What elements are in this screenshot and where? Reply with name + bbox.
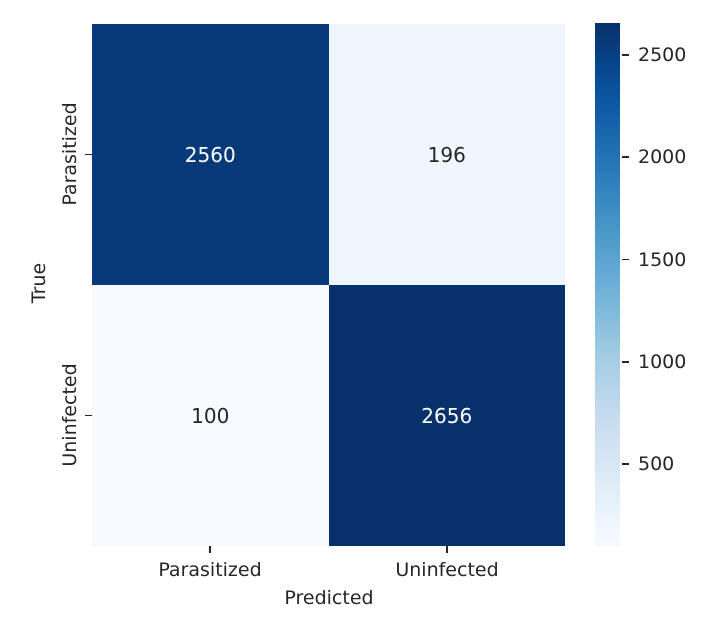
colorbar-tick-mark xyxy=(622,156,629,159)
colorbar xyxy=(595,23,620,546)
colorbar-tick-label: 500 xyxy=(638,453,675,476)
x-tick-mark xyxy=(209,546,212,553)
colorbar-tick-mark xyxy=(622,54,629,56)
cell-value: 2560 xyxy=(184,142,236,167)
y-axis-label: True xyxy=(28,262,50,304)
x-tick-label-parasitized: Parasitized xyxy=(158,559,262,581)
cell-value: 196 xyxy=(427,142,466,167)
heatmap-cell-true-parasitized-pred-parasitized: 2560 xyxy=(92,24,329,285)
heatmap-grid: 2560 196 100 2656 xyxy=(92,24,565,546)
x-axis-label: Predicted xyxy=(284,587,374,609)
cell-value: 2656 xyxy=(421,403,473,428)
y-tick-label-uninfected: Uninfected xyxy=(59,363,81,467)
y-tick-mark xyxy=(85,153,92,156)
x-tick-mark xyxy=(445,546,448,553)
colorbar-tick-mark xyxy=(622,463,629,466)
colorbar-tick-mark xyxy=(622,258,629,261)
colorbar-tick-label: 1000 xyxy=(638,350,687,373)
y-tick-mark xyxy=(85,414,92,417)
x-tick-label-uninfected: Uninfected xyxy=(395,559,499,581)
colorbar-tick-mark xyxy=(622,360,629,363)
colorbar-tick-label: 2500 xyxy=(638,43,687,66)
y-tick-label-parasitized: Parasitized xyxy=(59,102,81,206)
cell-value: 100 xyxy=(191,403,230,428)
heatmap-cell-true-parasitized-pred-uninfected: 196 xyxy=(328,24,565,285)
heatmap-cell-true-uninfected-pred-parasitized: 100 xyxy=(92,285,329,546)
colorbar-tick-label: 2000 xyxy=(638,146,687,169)
heatmap-cell-true-uninfected-pred-uninfected: 2656 xyxy=(328,285,565,546)
colorbar-tick-label: 1500 xyxy=(638,248,687,271)
